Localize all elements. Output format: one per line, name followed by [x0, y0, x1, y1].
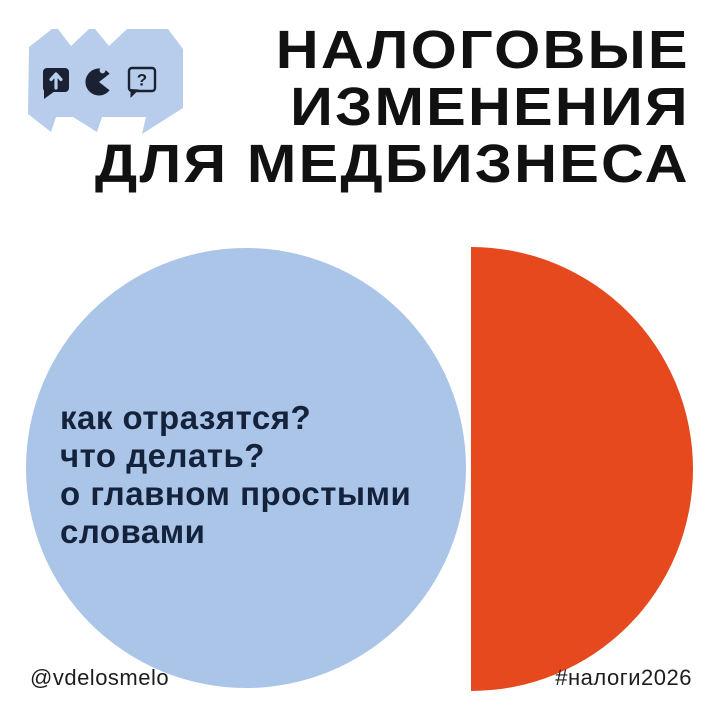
question-bubble-icon: ? [127, 66, 157, 98]
pacman-icon [85, 67, 110, 96]
caption-line-3: о главном простыми [60, 475, 412, 512]
page-title: НАЛОГОВЫЕ ИЗМЕНЕНИЯ ДЛЯ МЕДБИЗНЕСА [95, 22, 690, 193]
hashtag: #налоги2026 [555, 665, 692, 690]
caption-line-4: словами [60, 513, 206, 550]
circle-caption: как отразятся? что делать? о главном про… [60, 399, 411, 551]
upload-bubble-icon [43, 68, 69, 99]
title-line-1: НАЛОГОВЫЕ [276, 20, 690, 80]
blue-circle [26, 248, 466, 688]
caption-line-2: что делать? [60, 437, 265, 474]
question-mark-glyph: ? [137, 71, 147, 90]
social-handle: @vdelosmelo [30, 665, 170, 690]
brand-logo: ? [28, 29, 183, 134]
logo-ribbon-shape [28, 29, 183, 134]
title-line-3: ДЛЯ МЕДБИЗНЕСА [95, 134, 690, 194]
caption-line-1: как отразятся? [60, 399, 312, 436]
orange-semicircle [471, 247, 693, 691]
title-line-2: ИЗМЕНЕНИЯ [290, 77, 690, 137]
